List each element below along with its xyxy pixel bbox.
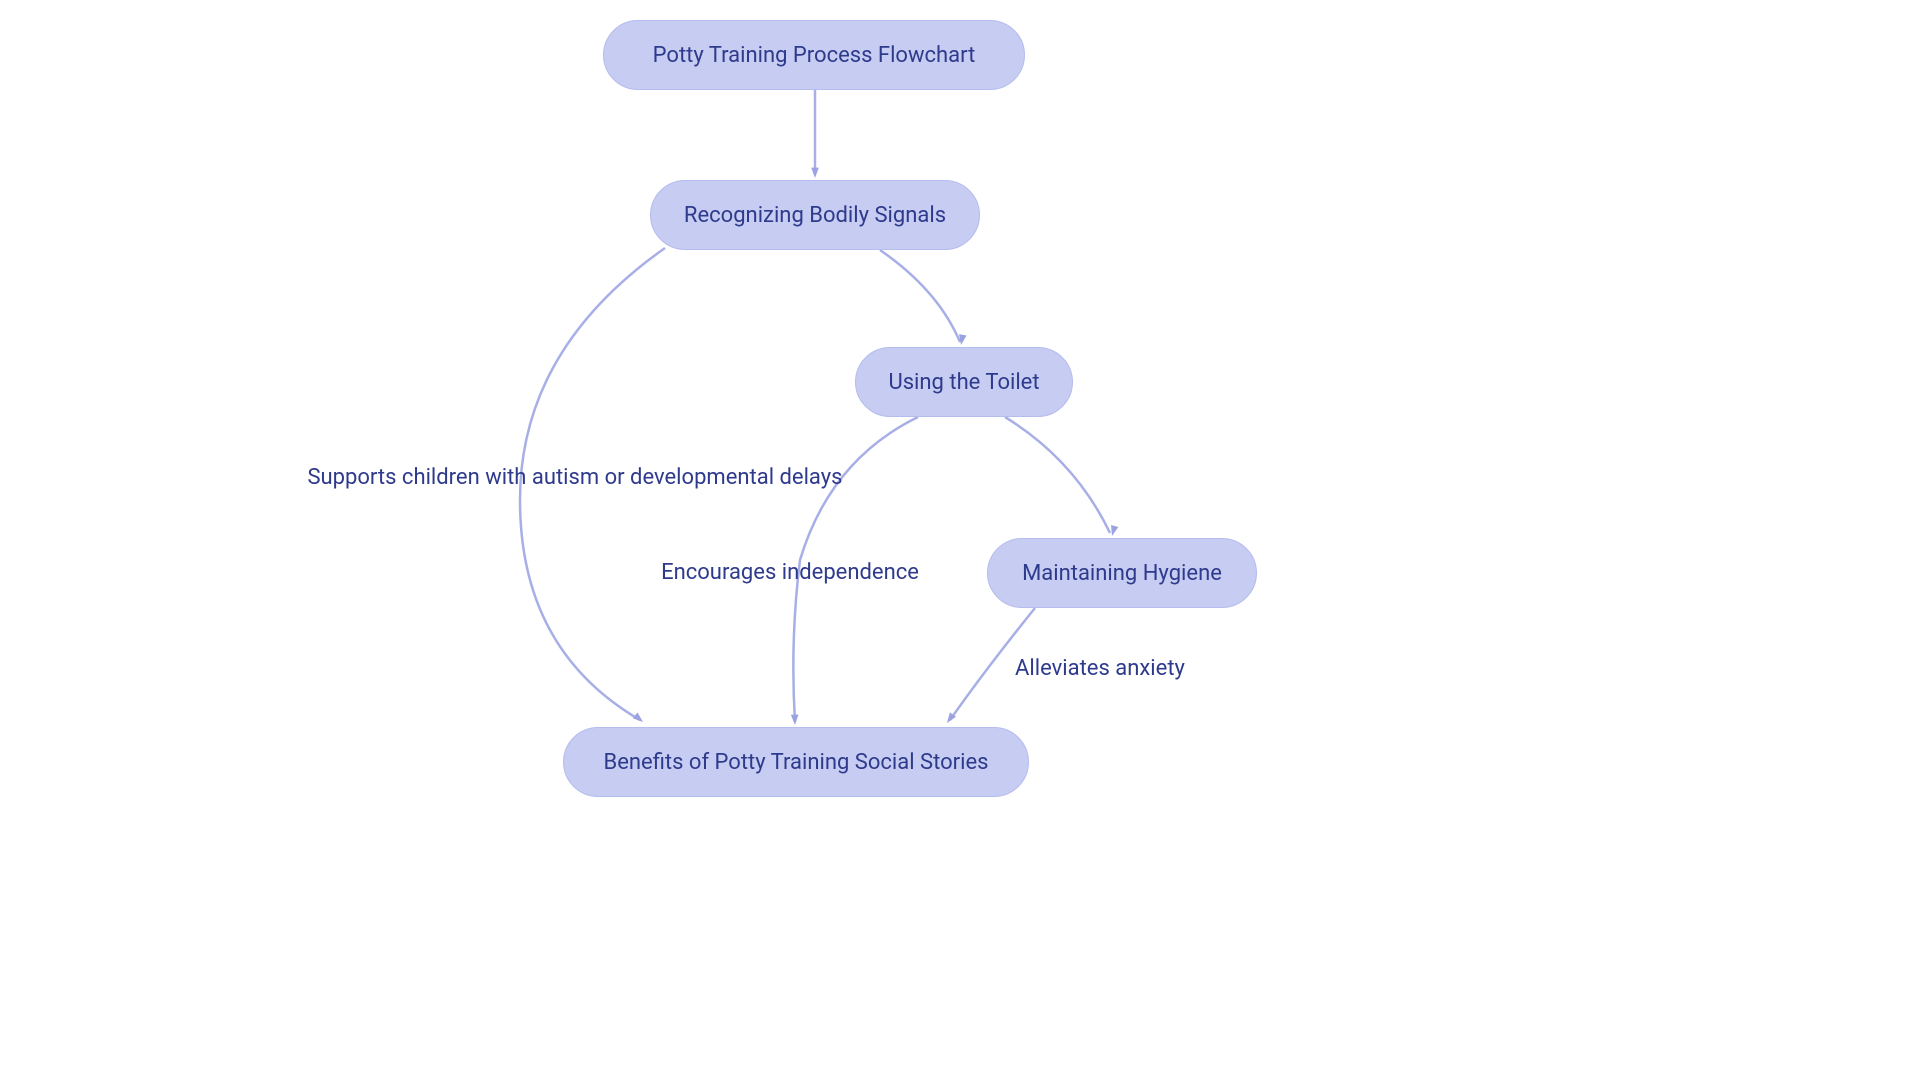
flowchart-node: Using the Toilet xyxy=(855,347,1073,417)
arrowhead-icon xyxy=(633,712,643,722)
flowchart-edge xyxy=(1005,417,1110,533)
flowchart-node: Maintaining Hygiene xyxy=(987,538,1257,608)
edge-label: Alleviates anxiety xyxy=(990,656,1210,681)
edge-label: Encourages independence xyxy=(620,560,960,585)
flowchart-svg xyxy=(0,0,1920,1083)
flowchart-node: Potty Training Process Flowchart xyxy=(603,20,1025,90)
arrowhead-icon xyxy=(1111,525,1118,536)
flowchart-node: Recognizing Bodily Signals xyxy=(650,180,980,250)
flowchart-edge xyxy=(880,250,960,342)
arrowhead-icon xyxy=(947,712,956,723)
arrowhead-icon xyxy=(791,715,799,725)
edge-label: Supports children with autism or develop… xyxy=(215,465,935,490)
arrowhead-icon xyxy=(959,334,966,345)
flowchart-node: Benefits of Potty Training Social Storie… xyxy=(563,727,1029,797)
arrowhead-icon xyxy=(811,168,819,178)
